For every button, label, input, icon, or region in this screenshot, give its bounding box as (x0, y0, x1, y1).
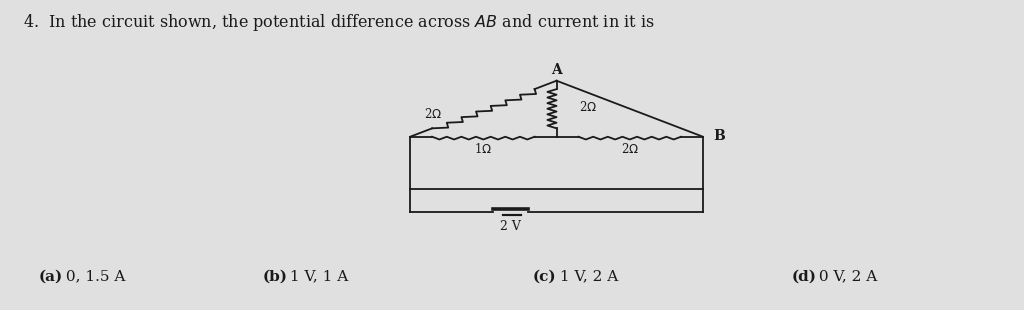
Text: (a): (a) (39, 270, 62, 284)
Text: 1 V, 2 A: 1 V, 2 A (555, 270, 618, 284)
Text: A: A (551, 63, 562, 77)
Text: 2$\Omega$: 2$\Omega$ (579, 100, 597, 114)
Text: 1 V, 1 A: 1 V, 1 A (285, 270, 348, 284)
Text: (b): (b) (262, 270, 288, 284)
Text: B: B (713, 129, 725, 143)
Text: (c): (c) (532, 270, 556, 284)
Text: 2 V: 2 V (500, 219, 521, 232)
Text: (d): (d) (793, 270, 817, 284)
Text: 0, 1.5 A: 0, 1.5 A (60, 270, 125, 284)
Text: 2$\Omega$: 2$\Omega$ (621, 142, 639, 156)
Text: 1$\Omega$: 1$\Omega$ (474, 142, 493, 156)
Text: 4.  In the circuit shown, the potential difference across $AB$ and current in it: 4. In the circuit shown, the potential d… (24, 12, 654, 33)
Text: 0 V, 2 A: 0 V, 2 A (814, 270, 878, 284)
Text: 2$\Omega$: 2$\Omega$ (424, 107, 442, 121)
